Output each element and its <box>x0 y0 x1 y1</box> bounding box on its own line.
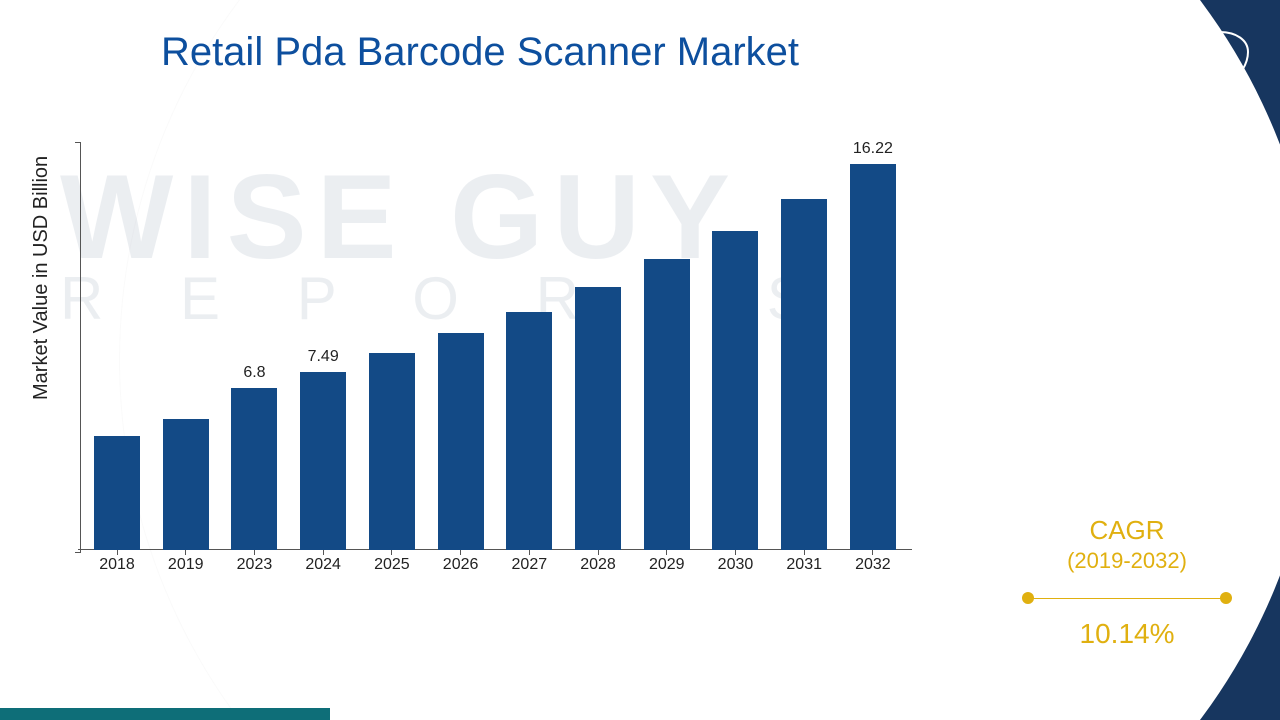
bar <box>850 164 896 550</box>
bar <box>781 199 827 550</box>
x-axis-label: 2027 <box>506 550 552 580</box>
bar-slot <box>438 333 484 550</box>
brand-logo-sub: R E P O R T S <box>990 62 1184 78</box>
brand-logo-text: WISE GUY R E P O R T S <box>990 30 1184 78</box>
brand-logo-main: WISE GUY <box>990 30 1184 60</box>
x-axis-label: 2025 <box>369 550 415 580</box>
bar <box>575 287 621 550</box>
cagr-divider-dot <box>1022 592 1034 604</box>
bar-slot: 16.22 <box>850 164 896 550</box>
bar <box>163 419 209 550</box>
cagr-block: CAGR (2019-2032) 10.14% <box>1022 515 1232 650</box>
bar <box>300 372 346 550</box>
x-axis-label: 2031 <box>781 550 827 580</box>
x-labels: 2018 2019 2023 2024 2025 2026 2027 2028 2029 2030… <box>94 550 896 580</box>
bar <box>438 333 484 550</box>
x-axis-label: 2028 <box>575 550 621 580</box>
bar-slot <box>369 353 415 550</box>
x-axis-label: 2018 <box>94 550 140 580</box>
x-axis-label: 2019 <box>163 550 209 580</box>
cagr-range: (2019-2032) <box>1022 548 1232 574</box>
x-axis-label: 2029 <box>644 550 690 580</box>
cagr-divider-dot <box>1220 592 1232 604</box>
bars-container: 6.8 7.49 16.22 <box>94 145 896 550</box>
stage: WISE GUY R E P O R T S Retail Pda Barcod… <box>0 0 1280 720</box>
bar-value-label: 16.22 <box>853 140 893 158</box>
chart-title: Retail Pda Barcode Scanner Market <box>0 30 960 75</box>
y-axis-line <box>80 142 81 553</box>
bar-value-label: 6.8 <box>243 364 265 382</box>
bar <box>94 436 140 550</box>
bar-value-label: 7.49 <box>308 348 339 366</box>
bar-slot <box>781 199 827 550</box>
x-axis-label: 2026 <box>438 550 484 580</box>
bar-slot <box>575 287 621 550</box>
bar-slot <box>94 436 140 550</box>
bar-chart: 6.8 7.49 16.22 2018 2019 2023 2024 2025 2026 202… <box>80 145 910 580</box>
y-tick <box>75 552 80 553</box>
bar <box>231 388 277 550</box>
bar-slot: 6.8 <box>231 388 277 550</box>
bar <box>712 231 758 550</box>
bar <box>644 259 690 550</box>
bar-slot <box>506 312 552 550</box>
bar-slot: 7.49 <box>300 372 346 550</box>
bar-slot <box>163 419 209 550</box>
bottom-accent-strip <box>0 708 330 720</box>
y-tick <box>75 142 80 143</box>
cagr-title: CAGR <box>1022 515 1232 546</box>
bar <box>369 353 415 550</box>
cagr-divider <box>1028 588 1226 608</box>
x-axis-label: 2024 <box>300 550 346 580</box>
x-axis-label: 2023 <box>231 550 277 580</box>
y-axis-label: Market Value in USD Billion <box>30 156 53 400</box>
cagr-value: 10.14% <box>1022 618 1232 650</box>
bar-slot <box>712 231 758 550</box>
plot-area: 6.8 7.49 16.22 <box>80 145 910 550</box>
cagr-divider-line <box>1028 598 1226 599</box>
bar-slot <box>644 259 690 550</box>
brand-logo: WISE GUY R E P O R T S <box>990 30 1250 100</box>
head-dots-icon <box>1190 30 1250 100</box>
bar <box>506 312 552 550</box>
x-axis-label: 2030 <box>712 550 758 580</box>
x-axis-label: 2032 <box>850 550 896 580</box>
